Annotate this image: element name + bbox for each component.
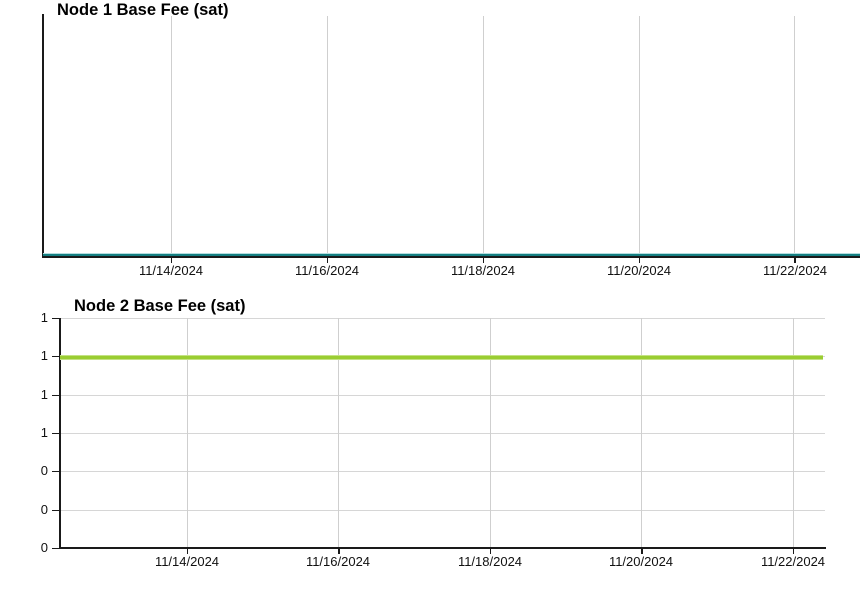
x-axis (42, 256, 860, 258)
gridline (61, 432, 825, 434)
x-tick (186, 549, 188, 554)
gridline (61, 317, 825, 319)
x-tick (794, 258, 796, 263)
x-tick-label: 11/22/2024 (762, 263, 828, 278)
y-tick (52, 432, 59, 434)
x-tick (338, 549, 340, 554)
y-tick (52, 547, 59, 549)
series-line-node1 (43, 253, 860, 256)
x-tick-label: 11/18/2024 (450, 263, 516, 278)
x-tick-label: 11/20/2024 (608, 554, 674, 569)
chart-title: Node 2 Base Fee (sat) (74, 297, 246, 315)
node1-base-fee-chart: Node 1 Base Fee (sat) 11/14/2024 11/16/2… (0, 0, 860, 285)
x-tick (326, 258, 328, 263)
y-tick-label: 0 (40, 540, 48, 555)
gridline (61, 394, 825, 396)
gridline (482, 16, 484, 256)
y-tick (52, 317, 59, 319)
x-tick-label: 11/14/2024 (154, 554, 220, 569)
node2-base-fee-chart: Node 2 Base Fee (sat) 1 1 1 1 0 0 (0, 285, 860, 600)
y-tick-label: 0 (40, 463, 48, 478)
y-tick (52, 470, 59, 472)
x-tick-label: 11/22/2024 (760, 554, 826, 569)
y-tick-label: 0 (40, 502, 48, 517)
x-tick (489, 549, 491, 554)
y-tick-label: 1 (40, 425, 48, 440)
gridline (641, 318, 642, 547)
y-tick (52, 394, 59, 396)
x-tick-label: 11/16/2024 (305, 554, 371, 569)
y-tick-label: 1 (40, 348, 48, 363)
gridline (489, 318, 491, 547)
series-line-node2 (60, 354, 823, 360)
y-axis (42, 14, 44, 258)
gridline (61, 509, 825, 511)
x-tick-label: 11/20/2024 (606, 263, 672, 278)
y-tick-label: 1 (40, 310, 48, 325)
gridline (326, 16, 328, 256)
x-tick-label: 11/18/2024 (457, 554, 523, 569)
gridline (792, 318, 794, 547)
x-axis (59, 547, 826, 549)
x-tick (792, 549, 794, 554)
x-tick (170, 258, 172, 263)
y-tick-label: 1 (40, 387, 48, 402)
y-tick (52, 509, 59, 511)
gridline (794, 16, 795, 256)
y-tick (52, 355, 59, 357)
chart-title: Node 1 Base Fee (sat) (57, 1, 229, 19)
gridline (338, 318, 339, 547)
x-tick-label: 11/16/2024 (294, 263, 360, 278)
y-axis (59, 317, 61, 549)
gridline (186, 318, 188, 547)
x-tick (641, 549, 643, 554)
x-tick (638, 258, 640, 263)
x-tick-label: 11/14/2024 (138, 263, 204, 278)
gridline (61, 470, 825, 472)
gridline (638, 16, 640, 256)
x-tick (482, 258, 484, 263)
gridline (170, 16, 172, 256)
